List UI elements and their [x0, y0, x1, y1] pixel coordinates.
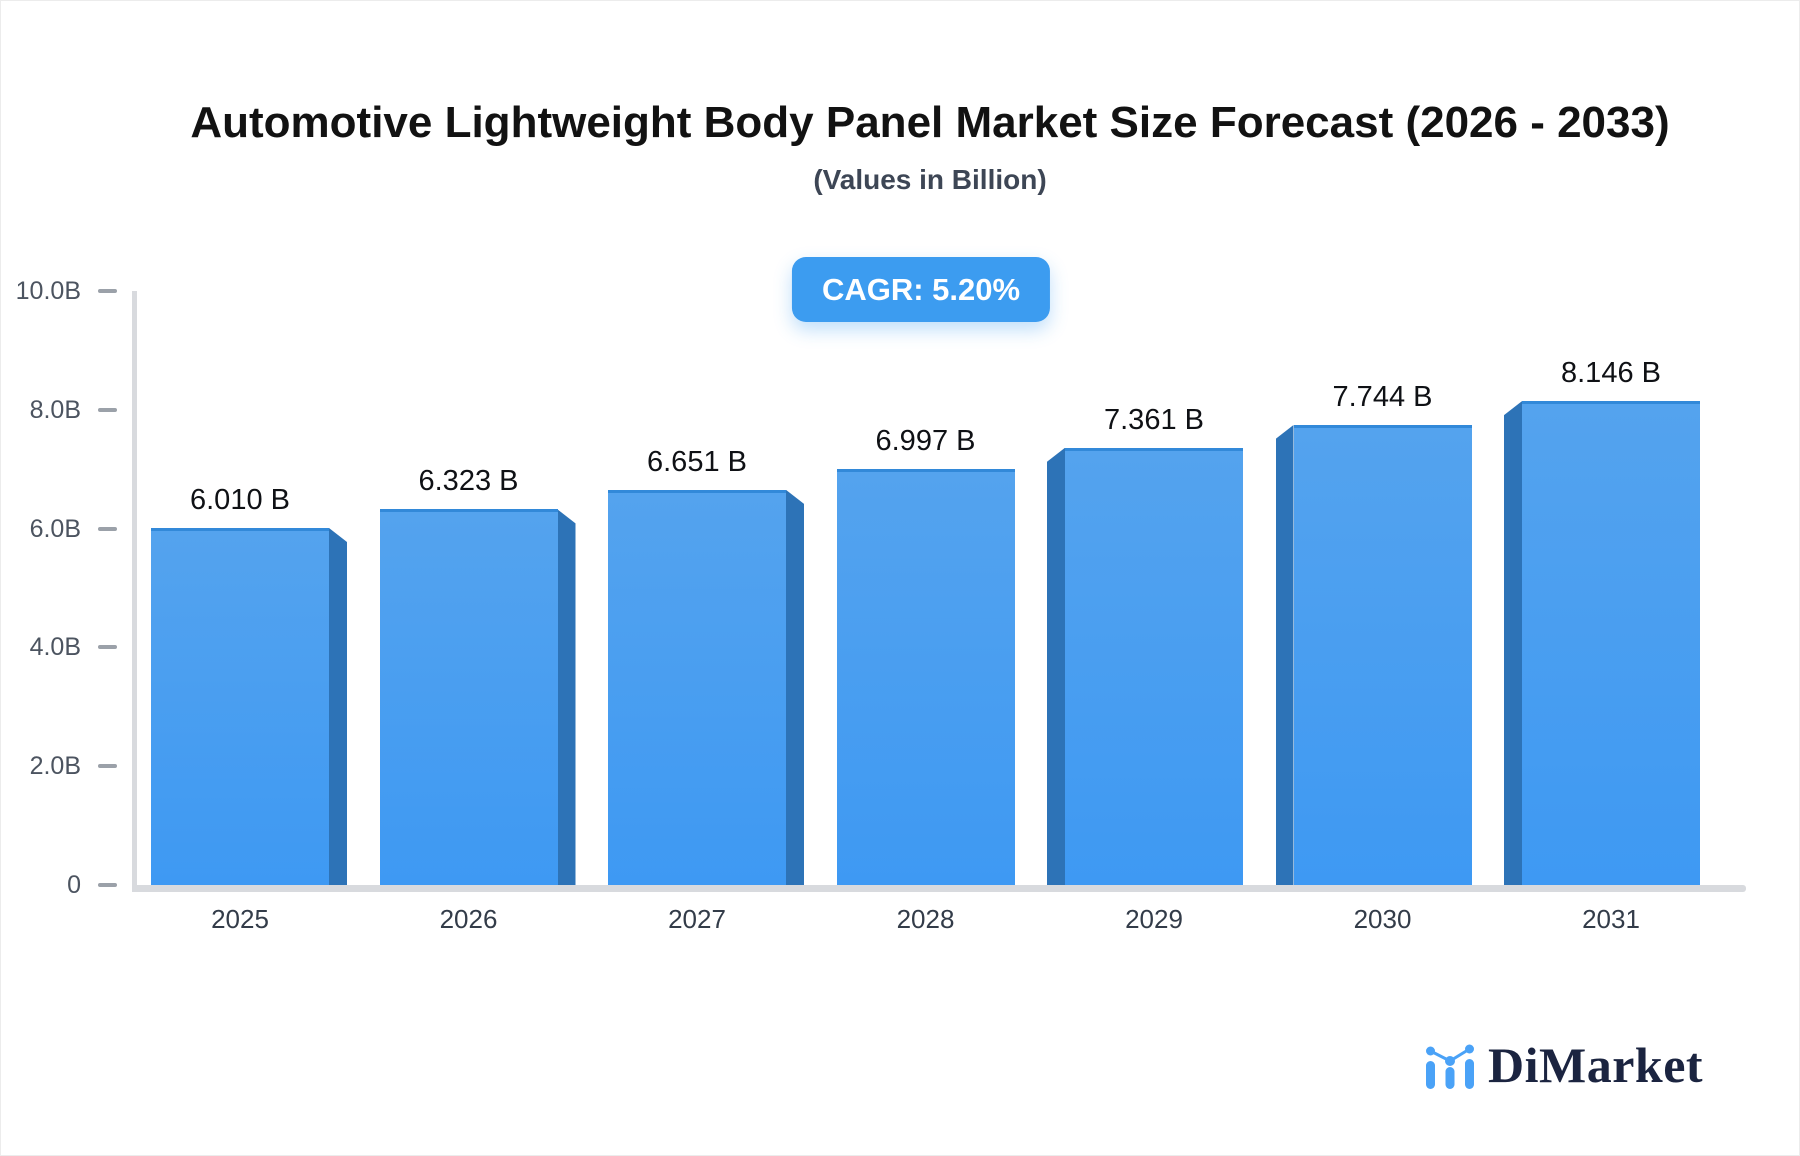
bar [608, 489, 786, 885]
bar-chart-logo-icon [1426, 1044, 1474, 1089]
bar-value-label: 6.651 B [647, 445, 747, 478]
y-axis-tick-mark [98, 645, 117, 650]
bar-3d-side [1047, 447, 1065, 885]
bar [379, 509, 558, 885]
bar-3d-side [1504, 401, 1522, 885]
x-axis-label: 2031 [1582, 904, 1640, 934]
bar [1293, 425, 1472, 885]
y-axis-tick-label: 2.0B [29, 752, 81, 781]
y-axis-tick-mark [98, 883, 117, 887]
y-axis-tick-mark [98, 407, 117, 412]
bar-3d-side [557, 509, 576, 885]
bar-3d-side [1275, 425, 1294, 885]
bar-value-label: 6.997 B [875, 425, 976, 458]
x-axis-label: 2025 [211, 904, 269, 934]
x-axis-label: 2030 [1353, 904, 1412, 934]
x-axis-baseline [132, 885, 1746, 892]
bar-value-label: 7.744 B [1332, 381, 1433, 413]
y-axis-tick-mark [98, 526, 117, 531]
x-axis-label: 2029 [1125, 904, 1183, 934]
y-axis-line [132, 291, 137, 892]
bar-3d-side [329, 528, 347, 885]
x-axis-label: 2027 [668, 904, 726, 934]
brand-name: DiMarket [1488, 1037, 1704, 1093]
x-axis-label: 2026 [439, 904, 498, 934]
bar-value-label: 8.146 B [1561, 357, 1661, 390]
dimarket-logo: DiMarket [1425, 1037, 1704, 1093]
y-axis-tick-mark [98, 764, 117, 769]
bar-value-label: 7.361 B [1104, 403, 1204, 436]
y-axis-tick-label: 0 [67, 871, 81, 899]
bar-3d-side [786, 489, 804, 885]
x-axis-label: 2028 [896, 904, 955, 934]
y-axis-tick-label: 10.0B [15, 277, 81, 305]
y-axis-tick-label: 4.0B [29, 633, 81, 662]
bar [151, 528, 329, 885]
chart-subtitle: (Values in Billion) [813, 164, 1047, 195]
chart-title: Automotive Lightweight Body Panel Market… [190, 98, 1670, 147]
y-axis-tick-label: 8.0B [29, 395, 81, 424]
bar-value-label: 6.010 B [190, 484, 290, 516]
y-axis-tick-mark [98, 289, 117, 293]
bar [1522, 401, 1700, 885]
cagr-badge: CAGR: 5.20% [791, 257, 1051, 322]
bar [1065, 447, 1243, 885]
y-axis-tick-label: 6.0B [29, 514, 81, 543]
bar [836, 469, 1015, 885]
bar-value-label: 6.323 B [418, 465, 519, 498]
